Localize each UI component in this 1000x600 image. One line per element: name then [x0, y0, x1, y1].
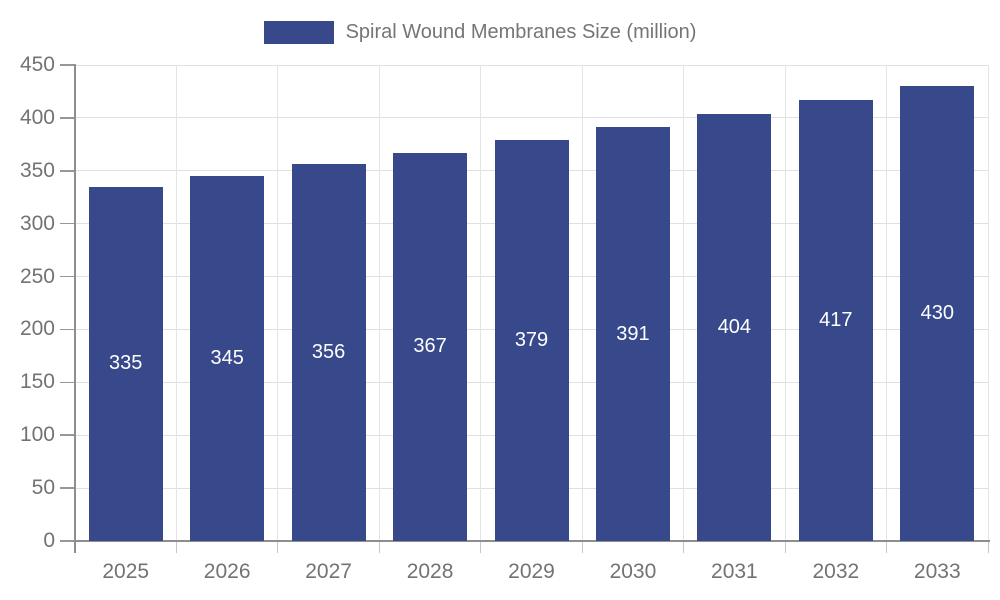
y-gridline — [75, 64, 988, 66]
x-gridline — [378, 65, 380, 541]
y-axis-tick — [60, 434, 75, 436]
x-axis-category-label: 2032 — [812, 560, 860, 583]
x-axis-tick — [886, 541, 888, 553]
y-axis-tick-label: 0 — [43, 529, 55, 552]
y-axis-tick-label: 300 — [19, 211, 55, 235]
legend[interactable]: Spiral Wound Membranes Size (million) — [0, 18, 1000, 46]
x-gridline — [683, 65, 685, 541]
x-gridline — [480, 65, 482, 541]
bar-2031[interactable]: 404 — [697, 113, 772, 541]
x-gridline — [581, 65, 583, 541]
bar-value-label: 417 — [819, 308, 853, 331]
bar-value-label: 367 — [413, 335, 447, 358]
x-axis-category-label: 2026 — [203, 560, 251, 583]
bar-value-label: 345 — [210, 347, 244, 370]
x-axis-category-label: 2031 — [711, 560, 758, 583]
x-axis-line — [75, 540, 990, 542]
y-axis-tick — [60, 222, 75, 225]
bar-value-label: 379 — [514, 329, 549, 352]
y-axis-tick-label: 200 — [19, 317, 55, 341]
y-axis-tick-label: 350 — [19, 158, 55, 182]
bar-2032[interactable]: 417 — [798, 99, 873, 541]
y-axis-line — [74, 64, 76, 553]
x-axis-tick — [480, 541, 482, 553]
y-axis-tick — [60, 170, 75, 172]
x-axis-tick — [683, 541, 685, 553]
y-axis-tick — [60, 275, 75, 278]
x-axis-category-label: 2033 — [913, 560, 961, 583]
bar-2033[interactable]: 430 — [900, 86, 975, 541]
x-axis-category-label: 2027 — [305, 560, 352, 583]
x-gridline — [277, 65, 279, 541]
x-gridline — [175, 65, 177, 541]
y-axis-tick — [60, 117, 75, 119]
y-axis-tick-label: 150 — [19, 370, 55, 394]
x-axis-tick — [378, 541, 380, 553]
y-gridline — [75, 117, 988, 119]
y-axis-tick — [60, 487, 75, 489]
bar-2025[interactable]: 335 — [88, 186, 163, 541]
y-axis-tick — [60, 328, 75, 331]
y-axis-tick-label: 250 — [19, 264, 55, 288]
x-gridline — [784, 65, 786, 541]
x-axis-tick — [581, 541, 583, 553]
legend-label: Spiral Wound Membranes Size (million) — [345, 20, 697, 43]
bar-value-label: 356 — [311, 341, 346, 364]
bar-2028[interactable]: 367 — [393, 152, 468, 541]
y-axis-tick-label: 400 — [19, 105, 55, 129]
bar-value-label: 430 — [920, 302, 954, 325]
y-axis-tick-label: 450 — [19, 53, 55, 76]
bar-value-label: 391 — [616, 322, 650, 345]
y-axis-tick — [60, 540, 75, 542]
x-gridline — [987, 65, 989, 541]
bar-value-label: 335 — [109, 352, 143, 375]
x-gridline — [886, 65, 888, 541]
x-axis-tick — [987, 541, 989, 553]
legend-swatch-icon — [263, 20, 334, 44]
bar-2029[interactable]: 379 — [494, 140, 569, 541]
bar-value-label: 404 — [717, 315, 752, 338]
bar-2026[interactable]: 345 — [190, 176, 265, 541]
y-axis-tick — [60, 381, 75, 384]
x-axis-tick — [784, 541, 786, 553]
x-axis-category-label: 2028 — [406, 560, 454, 583]
x-axis-category-label: 2029 — [508, 560, 555, 583]
x-axis-category-label: 2030 — [609, 560, 657, 583]
bar-2027[interactable]: 356 — [291, 164, 366, 541]
x-axis-tick — [175, 541, 177, 553]
x-axis-tick — [277, 541, 279, 553]
x-axis-category-label: 2025 — [102, 560, 150, 583]
y-axis-tick-label: 100 — [19, 423, 55, 447]
y-axis-tick — [60, 64, 75, 66]
bar-2030[interactable]: 391 — [595, 127, 670, 541]
y-axis-tick-label: 50 — [31, 476, 55, 500]
